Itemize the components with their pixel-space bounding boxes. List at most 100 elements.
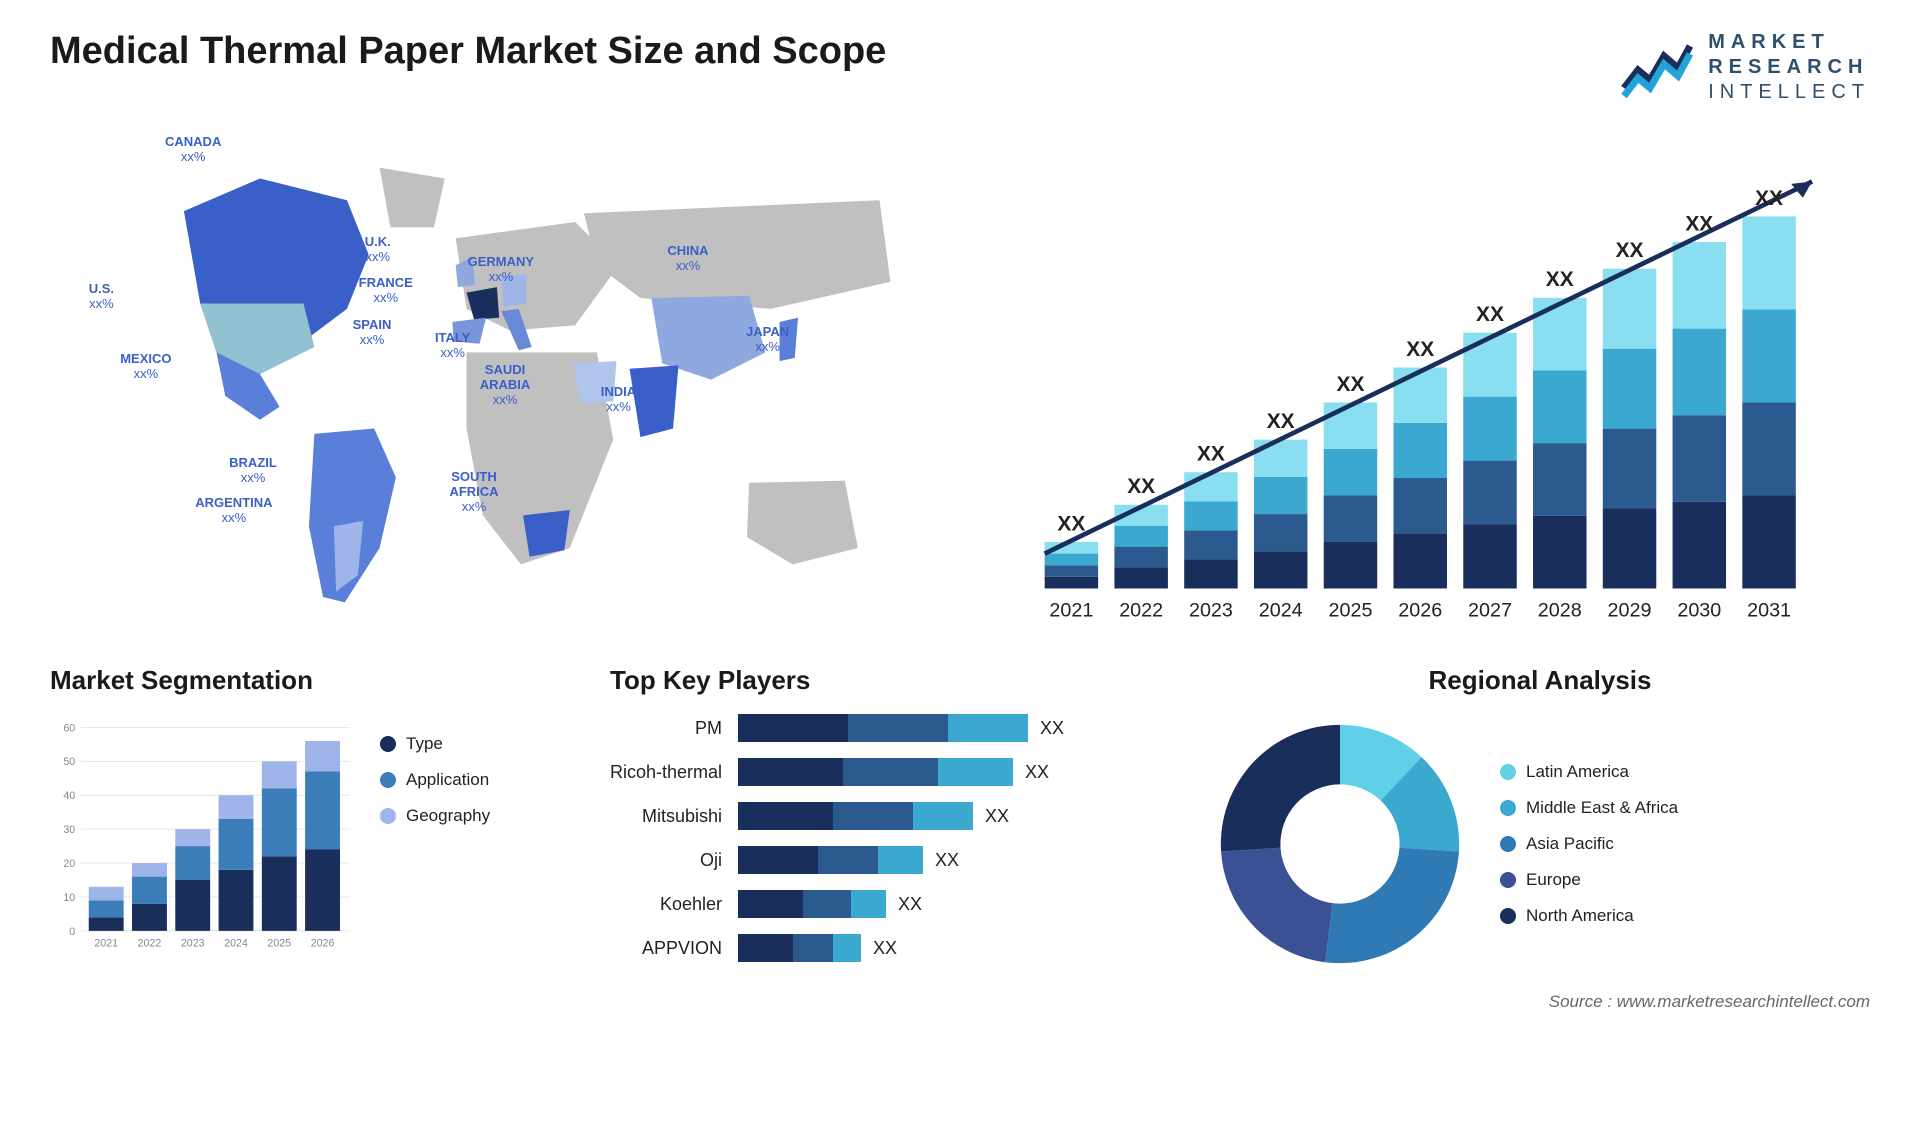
player-bar-segment — [878, 846, 923, 874]
legend-dot-icon — [380, 736, 396, 752]
legend-dot-icon — [1500, 836, 1516, 852]
map-region — [200, 303, 314, 374]
growth-bar-segment — [1742, 402, 1795, 495]
map-region — [334, 521, 363, 592]
growth-bar-segment — [1533, 516, 1586, 589]
growth-bar-segment — [1324, 449, 1377, 496]
player-bar-segment — [851, 890, 886, 918]
player-value: XX — [873, 938, 897, 959]
player-bar-segment — [793, 934, 833, 962]
growth-bar-segment — [1114, 568, 1167, 589]
segmentation-chart: 0102030405060202120222023202420252026 — [50, 714, 360, 954]
growth-bar-segment — [1393, 368, 1446, 423]
player-name: Mitsubishi — [610, 806, 722, 827]
segmentation-panel: Market Segmentation 01020304050602021202… — [50, 665, 570, 974]
seg-bar-segment — [89, 900, 124, 917]
growth-bar-year: 2024 — [1259, 599, 1303, 621]
map-label: ARGENTINAxx% — [195, 496, 272, 526]
page-title: Medical Thermal Paper Market Size and Sc… — [50, 30, 886, 73]
player-bar — [738, 934, 861, 962]
player-bar-row: XX — [738, 714, 1170, 742]
player-bar-segment — [818, 846, 878, 874]
legend-dot-icon — [1500, 764, 1516, 780]
growth-bar-segment — [1463, 525, 1516, 589]
growth-bar-segment — [1742, 309, 1795, 402]
map-region — [523, 510, 570, 557]
seg-bar-segment — [219, 870, 254, 931]
legend-item: Latin America — [1500, 762, 1678, 782]
player-bar-segment — [843, 758, 938, 786]
legend-label: Application — [406, 770, 489, 790]
seg-ytick: 0 — [69, 926, 75, 938]
player-bar — [738, 758, 1013, 786]
player-bar-segment — [803, 890, 851, 918]
player-bar-segment — [833, 934, 861, 962]
map-label: BRAZILxx% — [229, 456, 277, 486]
growth-bar-segment — [1114, 547, 1167, 568]
legend-label: Middle East & Africa — [1526, 798, 1678, 818]
player-bar-segment — [833, 802, 913, 830]
source-citation: Source : www.marketresearchintellect.com — [50, 992, 1870, 1012]
seg-bar-segment — [89, 887, 124, 901]
growth-bar-segment — [1324, 495, 1377, 542]
growth-bar-segment — [1254, 477, 1307, 514]
growth-bar-value: XX — [1685, 212, 1713, 235]
growth-bar-year: 2025 — [1328, 599, 1372, 621]
seg-bar-segment — [219, 819, 254, 870]
regional-title: Regional Analysis — [1210, 665, 1870, 696]
player-bar-row: XX — [738, 802, 1170, 830]
top-row: CANADAxx%U.S.xx%MEXICOxx%U.K.xx%FRANCExx… — [50, 135, 1870, 635]
seg-xtick: 2025 — [267, 937, 291, 949]
growth-bar-year: 2021 — [1049, 599, 1093, 621]
seg-bar-segment — [175, 829, 210, 846]
player-bar — [738, 802, 973, 830]
logo-text: MARKET RESEARCH INTELLECT — [1708, 30, 1870, 105]
seg-bar-segment — [89, 917, 124, 931]
legend-item: Type — [380, 734, 490, 754]
map-region — [747, 481, 858, 565]
player-value: XX — [1040, 718, 1064, 739]
legend-dot-icon — [380, 772, 396, 788]
header: Medical Thermal Paper Market Size and Sc… — [50, 30, 1870, 105]
player-bar — [738, 846, 923, 874]
growth-bar-segment — [1254, 514, 1307, 551]
legend-item: Europe — [1500, 870, 1678, 890]
brand-logo: MARKET RESEARCH INTELLECT — [1620, 30, 1870, 105]
growth-bar-segment — [1393, 478, 1446, 533]
player-bar-segment — [848, 714, 948, 742]
growth-bar-segment — [1533, 443, 1586, 516]
growth-bar-value: XX — [1616, 239, 1644, 262]
map-label: ITALYxx% — [435, 331, 470, 361]
seg-bar-segment — [305, 772, 340, 850]
donut-slice — [1325, 848, 1459, 963]
seg-xtick: 2024 — [224, 937, 248, 949]
seg-bar-segment — [262, 788, 297, 856]
donut-slice — [1221, 725, 1340, 852]
legend-label: Latin America — [1526, 762, 1629, 782]
growth-bar-value: XX — [1197, 443, 1225, 466]
seg-bar-segment — [305, 850, 340, 931]
legend-dot-icon — [1500, 908, 1516, 924]
player-bar-segment — [738, 846, 818, 874]
growth-chart-svg: XX2021XX2022XX2023XX2024XX2025XX2026XX20… — [1010, 135, 1870, 635]
seg-xtick: 2022 — [138, 937, 162, 949]
seg-bar-segment — [305, 741, 340, 772]
growth-bar-segment — [1045, 554, 1098, 566]
growth-bar-year: 2023 — [1189, 599, 1233, 621]
seg-bar-segment — [175, 846, 210, 880]
player-name: Koehler — [610, 894, 722, 915]
growth-bar-segment — [1673, 415, 1726, 502]
growth-bar-segment — [1324, 542, 1377, 589]
growth-bar-value: XX — [1546, 268, 1574, 291]
growth-bar-segment — [1393, 423, 1446, 478]
growth-bar-segment — [1742, 495, 1795, 588]
seg-bar-segment — [262, 761, 297, 788]
player-bar-segment — [738, 890, 803, 918]
player-bar-row: XX — [738, 890, 1170, 918]
map-label: U.S.xx% — [89, 282, 114, 312]
legend-item: Geography — [380, 806, 490, 826]
map-region — [380, 168, 445, 228]
player-names: PMRicoh-thermalMitsubishiOjiKoehlerAPPVI… — [610, 714, 722, 962]
seg-xtick: 2021 — [94, 937, 118, 949]
player-bar — [738, 890, 886, 918]
